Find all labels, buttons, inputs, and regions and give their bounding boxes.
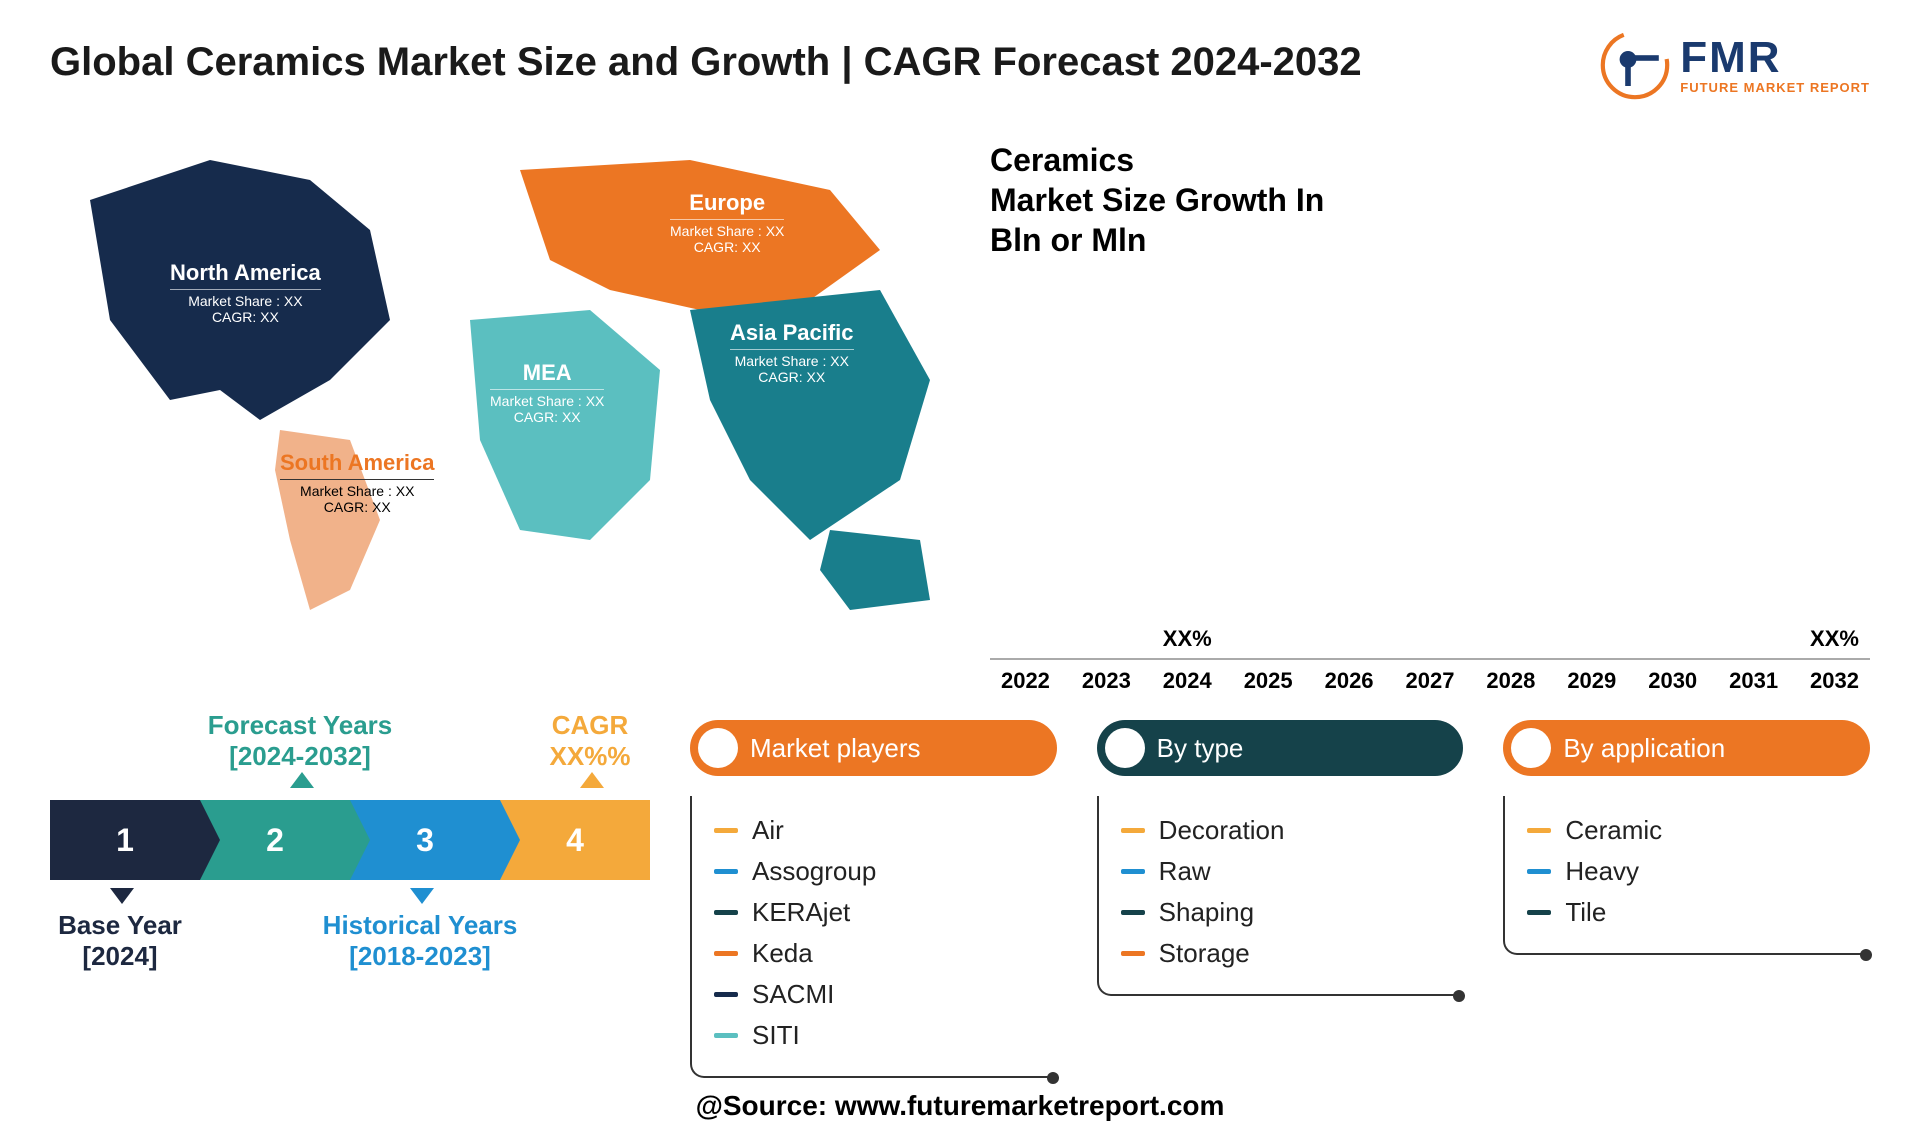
timeline: Forecast Years [2024-2032] CAGR XX%% 1 2… (50, 720, 650, 880)
cat-item: KERAjet (714, 892, 1057, 933)
cat-item-label: Assogroup (752, 856, 876, 887)
dash-icon (1121, 828, 1145, 833)
cat-item-label: Ceramic (1565, 815, 1662, 846)
category-pill-players: Market players (690, 720, 1057, 776)
cat-item: SITI (714, 1015, 1057, 1056)
fmr-logo-icon (1600, 30, 1670, 100)
cat-item-label: Air (752, 815, 784, 846)
category-list-type: Decoration Raw Shaping Storage (1097, 796, 1464, 996)
bar-top-label-2032: XX% (1810, 626, 1859, 652)
region-asia-pacific: Asia Pacific Market Share : XX CAGR: XX (730, 320, 854, 385)
page-title: Global Ceramics Market Size and Growth |… (50, 40, 1362, 85)
category-list-players: Air Assogroup KERAjet Keda SACMI SITI (690, 796, 1057, 1078)
source-footer: @Source: www.futuremarketreport.com (0, 1090, 1920, 1122)
timeline-bar: 1 2 3 4 (50, 800, 650, 880)
timeline-step-3: 3 (350, 800, 500, 880)
category-type: By type Decoration Raw Shaping Storage (1097, 720, 1464, 1078)
cat-item: Air (714, 810, 1057, 851)
category-application: By application Ceramic Heavy Tile (1503, 720, 1870, 1078)
chart-title-l2: Market Size Growth In (990, 182, 1324, 218)
growth-bar-chart: Ceramics Market Size Growth In Bln or Ml… (990, 140, 1870, 620)
dash-icon (1121, 951, 1145, 956)
bar-year-label: 2024 (1163, 668, 1212, 694)
region-south-america: South America Market Share : XX CAGR: XX (280, 450, 434, 515)
dash-icon (714, 1033, 738, 1038)
fmr-logo: FMR FUTURE MARKET REPORT (1600, 30, 1870, 100)
cat-item-label: KERAjet (752, 897, 850, 928)
category-players: Market players Air Assogroup KERAjet Ked… (690, 720, 1057, 1078)
region-north-america: North America Market Share : XX CAGR: XX (170, 260, 321, 325)
bar-year-label: 2022 (1001, 668, 1050, 694)
cat-item-label: Tile (1565, 897, 1606, 928)
bar-col-2024: XX% 2024 (1152, 626, 1223, 658)
forecast-label: Forecast Years (208, 710, 393, 740)
bar-year-label: 2032 (1810, 668, 1859, 694)
bar-year-label: 2025 (1244, 668, 1293, 694)
cat-item: Ceramic (1527, 810, 1870, 851)
cat-item-label: SITI (752, 1020, 800, 1051)
timeline-step-4: 4 (500, 800, 650, 880)
logo-text-fmr: FMR (1680, 36, 1870, 80)
cat-item: Shaping (1121, 892, 1464, 933)
dash-icon (714, 992, 738, 997)
cat-item-label: Decoration (1159, 815, 1285, 846)
cat-item-label: Storage (1159, 938, 1250, 969)
category-pill-application: By application (1503, 720, 1870, 776)
dash-icon (1121, 869, 1145, 874)
timeline-step-1: 1 (50, 800, 200, 880)
bar-year-label: 2028 (1486, 668, 1535, 694)
bar-year-label: 2029 (1567, 668, 1616, 694)
category-pill-type: By type (1097, 720, 1464, 776)
world-map: North America Market Share : XX CAGR: XX… (50, 140, 950, 620)
dash-icon (1527, 869, 1551, 874)
bar-year-label: 2023 (1082, 668, 1131, 694)
dash-icon (714, 869, 738, 874)
region-mea: MEA Market Share : XX CAGR: XX (490, 360, 604, 425)
cagr-val: XX%% (550, 741, 631, 771)
cat-item-label: Heavy (1565, 856, 1639, 887)
cat-item-label: Keda (752, 938, 813, 969)
cat-item-label: Raw (1159, 856, 1211, 887)
timeline-step-2: 2 (200, 800, 350, 880)
hist-years-range: [2018-2023] (349, 941, 491, 971)
bar-year-label: 2026 (1325, 668, 1374, 694)
cat-item: Keda (714, 933, 1057, 974)
category-list-application: Ceramic Heavy Tile (1503, 796, 1870, 955)
dash-icon (714, 951, 738, 956)
base-year-label: Base Year (58, 910, 182, 940)
cat-item: Assogroup (714, 851, 1057, 892)
bar-col-2032: XX% 2032 (1799, 626, 1870, 658)
base-year-range: [2024] (82, 941, 157, 971)
logo-text-sub: FUTURE MARKET REPORT (1680, 80, 1870, 95)
dash-icon (1527, 828, 1551, 833)
bar-year-label: 2027 (1406, 668, 1455, 694)
cagr-label: CAGR (552, 710, 629, 740)
dash-icon (1121, 910, 1145, 915)
bar-year-label: 2031 (1729, 668, 1778, 694)
dash-icon (1527, 910, 1551, 915)
chart-title-l1: Ceramics (990, 142, 1134, 178)
region-europe: Europe Market Share : XX CAGR: XX (670, 190, 784, 255)
cat-item: Storage (1121, 933, 1464, 974)
forecast-range: [2024-2032] (229, 741, 371, 771)
dash-icon (714, 910, 738, 915)
cat-item-label: SACMI (752, 979, 834, 1010)
cat-item: Tile (1527, 892, 1870, 933)
bar-year-label: 2030 (1648, 668, 1697, 694)
dash-icon (714, 828, 738, 833)
cat-item: Decoration (1121, 810, 1464, 851)
chart-title-l3: Bln or Mln (990, 222, 1146, 258)
bar-top-label-2024: XX% (1163, 626, 1212, 652)
cat-item-label: Shaping (1159, 897, 1254, 928)
cat-item: Heavy (1527, 851, 1870, 892)
cat-item: Raw (1121, 851, 1464, 892)
hist-years-label: Historical Years (323, 910, 518, 940)
cat-item: SACMI (714, 974, 1057, 1015)
